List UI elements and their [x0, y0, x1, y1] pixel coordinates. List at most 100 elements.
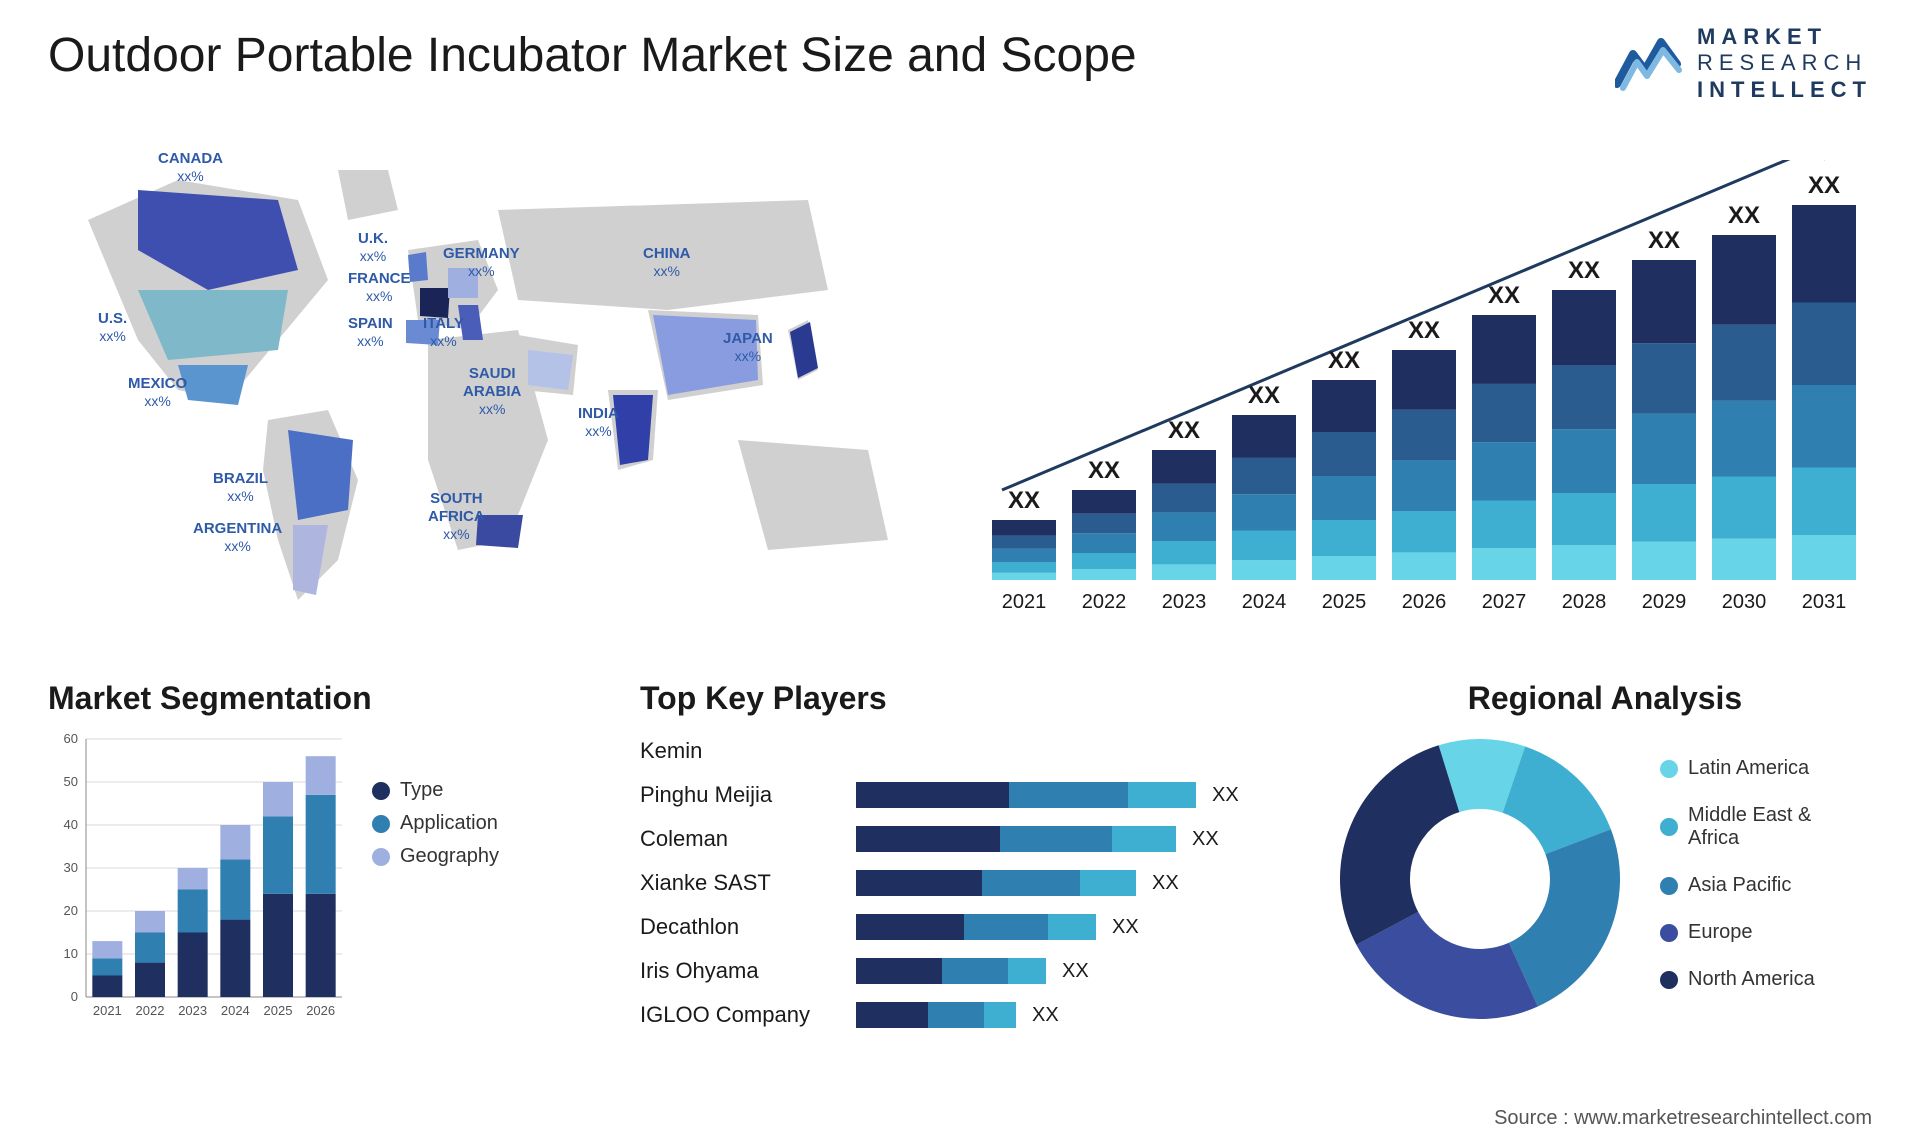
segmentation-section: Market Segmentation 01020304050602021202… — [48, 680, 608, 1029]
player-bar-segment — [856, 826, 1000, 852]
regional-donut-svg — [1330, 729, 1630, 1029]
legend-label: Middle East & Africa — [1688, 804, 1858, 850]
player-bar — [856, 870, 1136, 896]
map-label: SAUDIARABIAxx% — [463, 365, 521, 419]
svg-text:2029: 2029 — [1642, 591, 1687, 613]
legend-label: Asia Pacific — [1688, 874, 1791, 897]
key-players-section: Top Key Players KeminPinghu MeijiaXXCole… — [640, 680, 1280, 1037]
player-bar-segment — [856, 1002, 928, 1028]
svg-text:XX: XX — [1088, 457, 1120, 484]
svg-text:2026: 2026 — [306, 1003, 335, 1018]
svg-text:2024: 2024 — [221, 1003, 250, 1018]
svg-text:2026: 2026 — [1402, 591, 1447, 613]
legend-item: Type — [372, 779, 499, 802]
svg-text:10: 10 — [64, 946, 78, 961]
player-bar-segment — [856, 958, 942, 984]
player-name: IGLOO Company — [640, 1002, 840, 1028]
player-row: Kemin — [640, 729, 1280, 773]
map-label: SOUTHAFRICAxx% — [428, 490, 485, 544]
growth-chart-panel: XX2021XX2022XX2023XX2024XX2025XX2026XX20… — [972, 160, 1872, 620]
key-players-list: KeminPinghu MeijiaXXColemanXXXianke SAST… — [640, 729, 1280, 1037]
legend-label: Type — [400, 779, 443, 802]
map-label: ARGENTINAxx% — [193, 520, 282, 556]
player-row: IGLOO CompanyXX — [640, 993, 1280, 1037]
svg-text:XX: XX — [1648, 227, 1680, 254]
svg-text:2023: 2023 — [1162, 591, 1207, 613]
logo-line1: MARKET — [1697, 24, 1872, 50]
svg-text:2030: 2030 — [1722, 591, 1767, 613]
player-row: Decathlon XX — [640, 905, 1280, 949]
map-label: FRANCExx% — [348, 270, 411, 306]
svg-text:XX: XX — [1328, 347, 1360, 374]
player-bar — [856, 782, 1196, 808]
legend-swatch — [1660, 971, 1678, 989]
player-row: Pinghu MeijiaXX — [640, 773, 1280, 817]
legend-swatch — [1660, 877, 1678, 895]
player-row: Xianke SASTXX — [640, 861, 1280, 905]
logo-line3: INTELLECT — [1697, 77, 1872, 103]
legend-swatch — [1660, 924, 1678, 942]
player-bar-segment — [1048, 914, 1096, 940]
svg-text:XX: XX — [1168, 417, 1200, 444]
player-bar-segment — [1080, 870, 1136, 896]
player-bar-segment — [1112, 826, 1176, 852]
player-bar-segment — [964, 914, 1048, 940]
svg-text:XX: XX — [1488, 282, 1520, 309]
map-label: U.K.xx% — [358, 230, 388, 266]
player-name: Xianke SAST — [640, 870, 840, 896]
legend-label: Geography — [400, 845, 499, 868]
player-name: Kemin — [640, 738, 840, 764]
map-label: ITALYxx% — [423, 315, 464, 351]
player-name: Decathlon — [640, 914, 840, 940]
world-map-panel: CANADAxx%U.S.xx%MEXICOxx%BRAZILxx%ARGENT… — [48, 140, 928, 620]
svg-text:2028: 2028 — [1562, 591, 1607, 613]
legend-label: Europe — [1688, 921, 1753, 944]
legend-swatch — [372, 848, 390, 866]
player-value: XX — [1192, 828, 1219, 851]
player-bar — [856, 958, 1046, 984]
svg-text:50: 50 — [64, 774, 78, 789]
player-bar-segment — [942, 958, 1009, 984]
player-bar-segment — [856, 870, 982, 896]
svg-text:2022: 2022 — [1082, 591, 1127, 613]
legend-item: Middle East & Africa — [1660, 804, 1858, 850]
key-players-title: Top Key Players — [640, 680, 1280, 717]
player-value: XX — [1112, 916, 1139, 939]
legend-item: Asia Pacific — [1660, 874, 1858, 897]
player-bar-segment — [856, 914, 964, 940]
player-value: XX — [1212, 784, 1239, 807]
player-bar-segment — [1128, 782, 1196, 808]
segmentation-title: Market Segmentation — [48, 680, 608, 717]
regional-legend: Latin America Middle East & Africa Asia Pa… — [1660, 757, 1858, 1001]
segmentation-legend: Type Application Geography — [372, 779, 499, 878]
page-title: Outdoor Portable Incubator Market Size a… — [48, 28, 1137, 83]
legend-item: Europe — [1660, 921, 1858, 944]
regional-title: Regional Analysis — [1330, 680, 1880, 717]
player-bar-segment — [1000, 826, 1112, 852]
svg-text:XX: XX — [1248, 382, 1280, 409]
svg-text:XX: XX — [1728, 202, 1760, 229]
svg-text:2024: 2024 — [1242, 591, 1287, 613]
svg-text:XX: XX — [1008, 487, 1040, 514]
legend-swatch — [372, 782, 390, 800]
legend-swatch — [1660, 760, 1678, 778]
legend-label: North America — [1688, 968, 1815, 991]
svg-text:XX: XX — [1408, 317, 1440, 344]
map-label: INDIAxx% — [578, 405, 619, 441]
svg-text:30: 30 — [64, 860, 78, 875]
svg-text:20: 20 — [64, 903, 78, 918]
segmentation-chart-svg: 0102030405060202120222023202420252026 — [48, 729, 348, 1029]
map-label: GERMANYxx% — [443, 245, 520, 281]
legend-item: North America — [1660, 968, 1858, 991]
regional-section: Regional Analysis Latin America Middle Ea… — [1330, 680, 1880, 1029]
svg-text:40: 40 — [64, 817, 78, 832]
legend-item: Latin America — [1660, 757, 1858, 780]
player-bar — [856, 1002, 1016, 1028]
legend-label: Application — [400, 812, 498, 835]
logo-icon — [1615, 34, 1685, 94]
svg-text:2023: 2023 — [178, 1003, 207, 1018]
logo-line2: RESEARCH — [1697, 50, 1872, 76]
map-label: U.S.xx% — [98, 310, 127, 346]
svg-text:XX: XX — [1808, 172, 1840, 199]
map-label: CHINAxx% — [643, 245, 691, 281]
